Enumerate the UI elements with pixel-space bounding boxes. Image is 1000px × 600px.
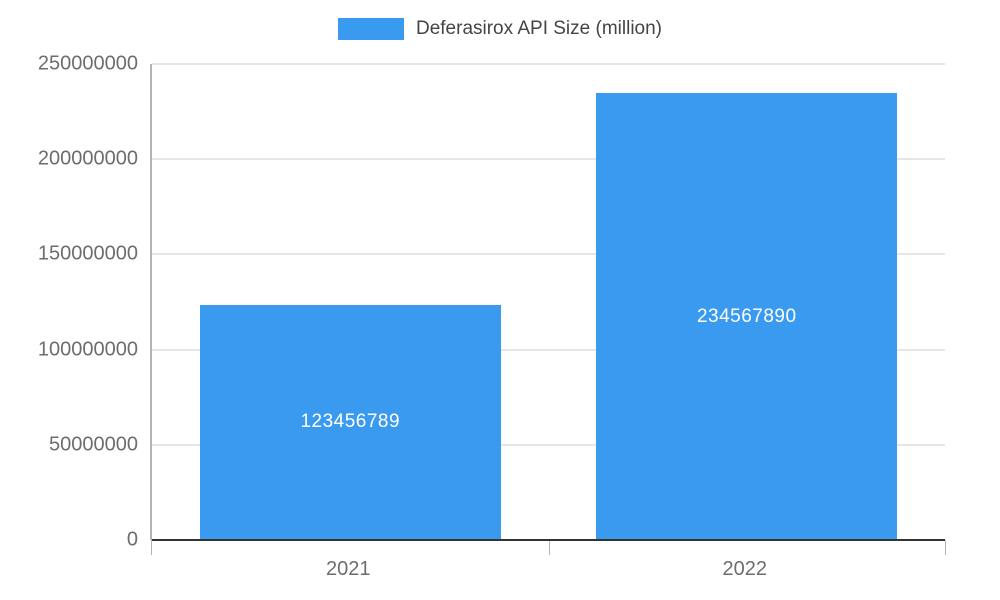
y-tick-label: 250000000 bbox=[37, 52, 138, 75]
gridline bbox=[152, 444, 945, 446]
bars: 123456789 234567890 bbox=[152, 64, 945, 540]
gridline bbox=[152, 253, 945, 255]
y-tick-label: 0 bbox=[126, 528, 138, 551]
bar-2021: 123456789 bbox=[199, 304, 501, 540]
category-slot: 234567890 bbox=[549, 64, 946, 540]
y-tick-label: 100000000 bbox=[37, 338, 138, 361]
bar-value-label: 123456789 bbox=[300, 411, 401, 433]
y-axis-labels: 0 50000000 100000000 150000000 200000000 2500… bbox=[0, 53, 138, 551]
axis-tick bbox=[945, 540, 946, 555]
legend-swatch bbox=[337, 18, 404, 40]
gridlines bbox=[152, 63, 945, 541]
y-tick-label: 150000000 bbox=[37, 242, 138, 265]
bar-2022: 234567890 bbox=[596, 93, 898, 540]
x-axis-labels: 2021 2022 bbox=[150, 558, 943, 581]
axis-tick bbox=[548, 540, 550, 555]
gridline bbox=[152, 63, 945, 65]
legend: Deferasirox API Size (million) bbox=[0, 18, 1000, 40]
y-tick-label: 50000000 bbox=[49, 433, 138, 456]
gridline bbox=[152, 158, 945, 160]
x-tick-label: 2021 bbox=[326, 558, 371, 580]
bar-value-label: 234567890 bbox=[696, 305, 797, 327]
gridline bbox=[152, 349, 945, 351]
y-tick-label: 200000000 bbox=[37, 147, 138, 170]
category-slot: 123456789 bbox=[152, 64, 549, 540]
axis-tick bbox=[151, 540, 152, 555]
plot-area: 123456789 234567890 bbox=[150, 63, 946, 555]
x-tick-label: 2022 bbox=[722, 558, 768, 580]
legend-label: Deferasirox API Size (million) bbox=[415, 18, 663, 39]
x-axis-baseline bbox=[152, 539, 945, 541]
